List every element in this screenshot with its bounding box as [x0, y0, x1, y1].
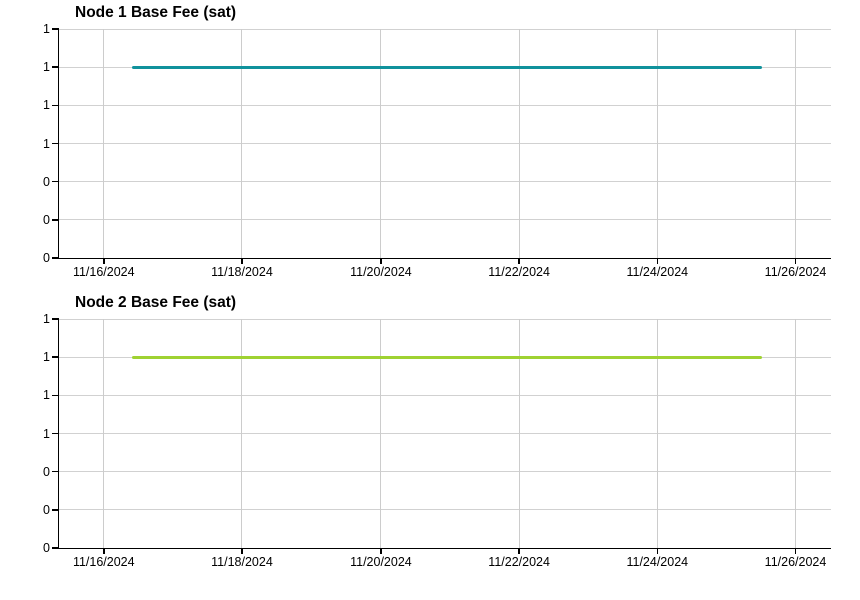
v-gridline	[656, 319, 658, 548]
y-axis-tick-label: 1	[43, 388, 50, 403]
x-axis-tick-label: 11/16/2024	[72, 555, 135, 569]
x-axis-tick-mark	[518, 548, 520, 554]
x-axis-tick-mark	[656, 258, 659, 264]
y-axis-tick-mark	[52, 356, 59, 358]
x-axis-tick-label: 11/22/2024	[488, 265, 550, 279]
y-axis-tick-mark	[52, 432, 59, 435]
x-axis-tick-mark	[518, 258, 520, 264]
v-gridline	[518, 29, 520, 258]
chart-node2-base-fee: Node 2 Base Fee (sat) 1 1 1 1 0 0 0 11/16/2024 1…	[0, 290, 860, 600]
h-gridline	[59, 318, 831, 320]
y-axis-tick-mark	[52, 66, 59, 68]
h-gridline	[59, 143, 831, 144]
v-gridline	[103, 29, 105, 258]
h-gridline	[59, 104, 831, 106]
v-gridline	[656, 29, 658, 258]
x-axis-tick-mark	[103, 258, 105, 264]
y-axis-tick-mark	[52, 142, 59, 145]
chart-title-node1: Node 1 Base Fee (sat)	[75, 4, 237, 21]
y-axis-tick-label: 1	[43, 22, 50, 36]
h-gridline	[59, 181, 831, 183]
y-axis-tick-label: 1	[43, 312, 50, 326]
y-axis-tick-label: 1	[43, 60, 50, 75]
x-axis-tick-label: 11/26/2024	[764, 265, 827, 279]
y-axis-tick-label: 0	[43, 251, 50, 265]
h-gridline	[59, 433, 831, 434]
y-axis-tick-mark	[52, 28, 59, 30]
v-gridline	[241, 29, 243, 258]
x-axis-tick-label: 11/26/2024	[764, 555, 827, 569]
y-axis-tick-mark	[52, 180, 59, 183]
series-line-node-1-base-fee	[131, 65, 762, 69]
x-axis-tick-label: 11/22/2024	[488, 555, 550, 569]
x-axis-tick-mark	[794, 548, 797, 554]
x-axis-tick-label: 11/20/2024	[350, 265, 412, 279]
y-axis-tick-mark	[52, 509, 59, 511]
y-axis-tick-mark	[52, 318, 59, 320]
chart-node1-base-fee: Node 1 Base Fee (sat) 1 1 1 1 0 0 0 11/16/2024 1…	[0, 0, 860, 290]
x-axis-tick-mark	[380, 548, 382, 554]
v-gridline	[380, 29, 382, 258]
y-axis-tick-label: 0	[43, 502, 50, 517]
x-axis-tick-label: 11/18/2024	[211, 265, 273, 279]
y-axis-tick-label: 0	[43, 212, 50, 227]
plot-area-node2: 1 1 1 1 0 0 0 11/16/2024 11/18/2024 11/20/2024 11/…	[43, 313, 831, 569]
series-line-node-2-base-fee	[131, 355, 762, 359]
y-axis-tick-label: 1	[43, 136, 50, 151]
x-axis-tick-mark	[103, 548, 105, 554]
y-axis-tick-mark	[52, 394, 59, 397]
v-gridline	[794, 319, 796, 548]
v-gridline	[241, 319, 243, 548]
y-axis-tick-label: 1	[43, 426, 50, 441]
h-gridline	[59, 394, 831, 396]
y-axis-tick-label: 0	[43, 174, 50, 189]
x-axis-tick-mark	[380, 258, 382, 264]
x-axis-tick-mark	[241, 258, 243, 264]
x-axis-tick-label: 11/16/2024	[72, 265, 135, 279]
y-axis-tick-label: 0	[43, 464, 50, 479]
x-axis-tick-mark	[794, 258, 797, 264]
h-gridline	[59, 509, 831, 511]
h-gridline	[59, 219, 831, 221]
v-gridline	[380, 319, 382, 548]
x-axis-tick-mark	[656, 548, 659, 554]
chart-title-node2: Node 2 Base Fee (sat)	[75, 294, 237, 311]
y-axis-tick-label: 1	[43, 98, 50, 113]
x-axis-tick-label: 11/24/2024	[626, 265, 689, 279]
h-gridline	[59, 28, 831, 30]
h-gridline	[59, 471, 831, 473]
y-axis-tick-mark	[52, 547, 59, 549]
x-axis-tick-label: 11/24/2024	[626, 555, 689, 569]
y-axis-tick-mark	[52, 219, 59, 221]
y-axis-tick-mark	[52, 257, 59, 259]
y-axis-tick-mark	[52, 104, 59, 107]
x-axis-tick-label: 11/20/2024	[350, 555, 412, 569]
plot-area-node1: 1 1 1 1 0 0 0 11/16/2024 11/18/2024 11/20/2024 11/…	[43, 23, 831, 279]
y-axis-tick-label: 0	[43, 541, 50, 555]
y-axis-tick-label: 1	[43, 350, 50, 365]
v-gridline	[518, 319, 520, 548]
x-axis-tick-label: 11/18/2024	[211, 555, 273, 569]
x-axis-tick-mark	[241, 548, 243, 554]
v-gridline	[794, 29, 796, 258]
y-axis-tick-mark	[52, 470, 59, 473]
v-gridline	[103, 319, 105, 548]
